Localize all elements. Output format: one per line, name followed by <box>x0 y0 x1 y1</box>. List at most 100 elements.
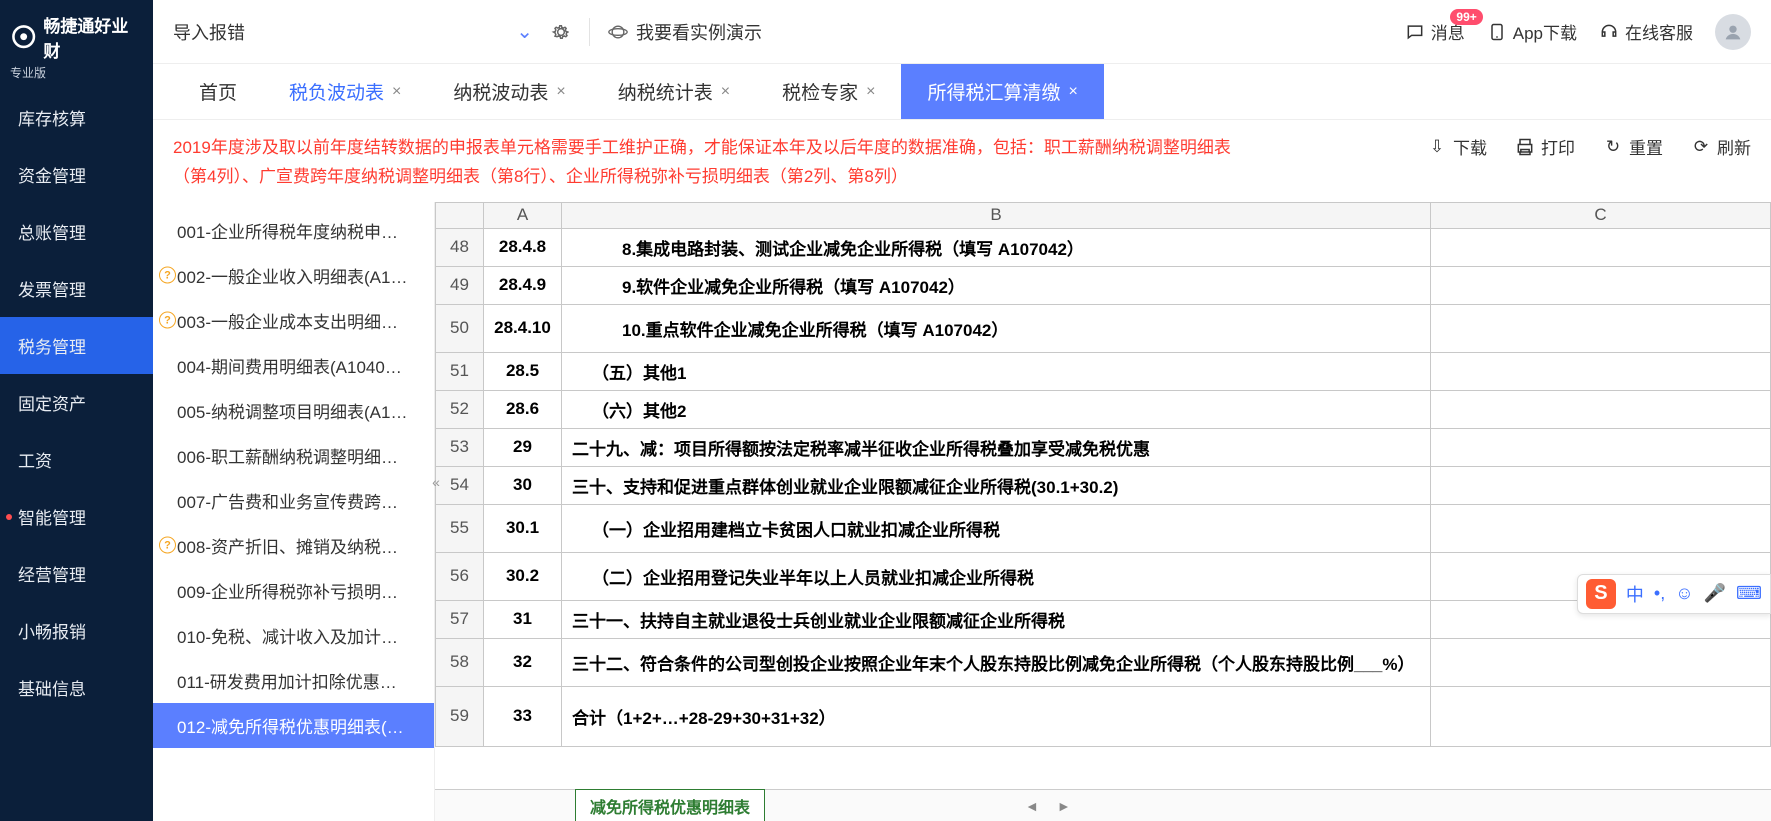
row-header[interactable]: 51 <box>436 352 484 390</box>
ime-keyboard-icon[interactable]: ⌨ <box>1736 583 1762 604</box>
sidebar-item[interactable]: 固定资产 <box>0 374 153 431</box>
ime-lang[interactable]: 中 <box>1626 581 1644 607</box>
row-header[interactable]: 55 <box>436 504 484 552</box>
cell[interactable]: 30.1 <box>484 504 562 552</box>
tree-item[interactable]: 008-资产折旧、摊销及纳税… <box>153 523 434 568</box>
page-tab[interactable]: 所得税汇算清缴× <box>901 64 1103 119</box>
sidebar-item[interactable]: 工资 <box>0 431 153 488</box>
cell[interactable]: 三十、支持和促进重点群体创业就业企业限额减征企业所得税(30.1+30.2) <box>562 466 1431 504</box>
cell[interactable]: 8.集成电路封装、测试企业减免企业所得税（填写 A107042） <box>562 228 1431 266</box>
app-download-button[interactable]: App下载 <box>1487 19 1577 44</box>
sidebar-item[interactable]: 库存核算 <box>0 89 153 146</box>
row-header[interactable]: 52 <box>436 390 484 428</box>
row-header[interactable]: 50 <box>436 304 484 352</box>
cell[interactable]: 10.重点软件企业减免企业所得税（填写 A107042） <box>562 304 1431 352</box>
ime-mic-icon[interactable]: 🎤 <box>1704 583 1726 604</box>
row-header[interactable]: 49 <box>436 266 484 304</box>
row-header[interactable]: 57 <box>436 600 484 638</box>
cell[interactable]: 9.软件企业减免企业所得税（填写 A107042） <box>562 266 1431 304</box>
sidebar-item[interactable]: 总账管理 <box>0 203 153 260</box>
tree-item[interactable]: 010-免税、减计收入及加计… <box>153 613 434 658</box>
cell[interactable]: 28.5 <box>484 352 562 390</box>
demo-link[interactable]: 我要看实例演示 <box>608 19 762 45</box>
cell[interactable]: 30 <box>484 466 562 504</box>
cell[interactable]: 二十九、减：项目所得额按法定税率减半征收企业所得税叠加享受减免税优惠 <box>562 428 1431 466</box>
col-header-c[interactable]: C <box>1431 202 1771 228</box>
avatar[interactable] <box>1715 14 1751 50</box>
messages-button[interactable]: 消息 99+ <box>1405 19 1465 44</box>
tree-item[interactable]: 001-企业所得税年度纳税申… <box>153 208 434 253</box>
tree-item[interactable]: 012-减免所得税优惠明细表(… <box>153 703 434 748</box>
row-header[interactable]: 48 <box>436 228 484 266</box>
col-header-a[interactable]: A <box>484 202 562 228</box>
cell[interactable]: （二）企业招用登记失业半年以上人员就业扣减企业所得税 <box>562 552 1431 600</box>
cell[interactable]: （五）其他1 <box>562 352 1431 390</box>
row-header[interactable]: 56 <box>436 552 484 600</box>
sidebar-item[interactable]: 发票管理 <box>0 260 153 317</box>
ime-toolbar[interactable]: S 中 •, ☺ 🎤 ⌨ <box>1577 574 1771 614</box>
page-tab[interactable]: 税检专家× <box>756 64 901 119</box>
close-icon[interactable]: × <box>392 83 401 101</box>
print-button[interactable]: 打印 <box>1515 134 1575 159</box>
row-header[interactable]: 58 <box>436 638 484 686</box>
cell[interactable]: 32 <box>484 638 562 686</box>
sidebar-item[interactable]: 税务管理 <box>0 317 153 374</box>
cell[interactable]: （一）企业招用建档立卡贫困人口就业扣减企业所得税 <box>562 504 1431 552</box>
cell[interactable]: 30.2 <box>484 552 562 600</box>
tree-item[interactable]: 007-广告费和业务宣传费跨… <box>153 478 434 523</box>
cell[interactable]: （六）其他2 <box>562 390 1431 428</box>
sheet-tab[interactable]: 减免所得税优惠明细表 <box>575 789 765 821</box>
cell[interactable]: 28.4.9 <box>484 266 562 304</box>
reset-button[interactable]: ↻ 重置 <box>1603 134 1663 159</box>
cell[interactable] <box>1431 428 1771 466</box>
cell[interactable]: 33 <box>484 686 562 746</box>
cell[interactable] <box>1431 266 1771 304</box>
collapse-handle-icon[interactable]: « <box>429 462 443 502</box>
close-icon[interactable]: × <box>866 83 875 101</box>
page-tab[interactable]: 纳税波动表× <box>427 64 591 119</box>
tree-item[interactable]: 003-一般企业成本支出明细… <box>153 298 434 343</box>
cell[interactable]: 28.6 <box>484 390 562 428</box>
sheet-nav-prev-icon[interactable]: ◄ <box>1025 798 1039 814</box>
page-tab[interactable]: 首页 <box>173 64 263 119</box>
row-header[interactable]: 59 <box>436 686 484 746</box>
cell[interactable]: 合计（1+2+…+28-29+30+31+32） <box>562 686 1431 746</box>
tree-item[interactable]: 002-一般企业收入明细表(A1… <box>153 253 434 298</box>
cell[interactable]: 三十一、扶持自主就业退役士兵创业就业企业限额减征企业所得税 <box>562 600 1431 638</box>
select-all-corner[interactable] <box>436 202 484 228</box>
cell[interactable] <box>1431 304 1771 352</box>
sidebar-item[interactable]: 基础信息 <box>0 659 153 716</box>
close-icon[interactable]: × <box>556 83 565 101</box>
sidebar-item[interactable]: 智能管理 <box>0 488 153 545</box>
sidebar-item[interactable]: 经营管理 <box>0 545 153 602</box>
page-tab[interactable]: 税负波动表× <box>263 64 427 119</box>
close-icon[interactable]: × <box>1068 83 1077 101</box>
cell[interactable] <box>1431 638 1771 686</box>
ime-punct-icon[interactable]: •, <box>1654 583 1665 604</box>
cell[interactable]: 三十二、符合条件的公司型创投企业按照企业年末个人股东持股比例减免企业所得税（个人… <box>562 638 1431 686</box>
cell[interactable]: 31 <box>484 600 562 638</box>
cell[interactable] <box>1431 390 1771 428</box>
cell[interactable] <box>1431 504 1771 552</box>
cell[interactable] <box>1431 228 1771 266</box>
sheet-nav-next-icon[interactable]: ► <box>1057 798 1071 814</box>
import-error-dropdown[interactable]: 导入报错 ⌄ <box>173 19 533 45</box>
cell[interactable] <box>1431 686 1771 746</box>
page-tab[interactable]: 纳税统计表× <box>592 64 756 119</box>
gear-icon[interactable] <box>551 22 571 42</box>
refresh-button[interactable]: ⟳ 刷新 <box>1691 134 1751 159</box>
tree-item[interactable]: 004-期间费用明细表(A1040… <box>153 343 434 388</box>
close-icon[interactable]: × <box>721 83 730 101</box>
tree-item[interactable]: 011-研发费用加计扣除优惠… <box>153 658 434 703</box>
tree-item[interactable]: 009-企业所得税弥补亏损明… <box>153 568 434 613</box>
online-service-button[interactable]: 在线客服 <box>1599 19 1693 44</box>
cell[interactable] <box>1431 352 1771 390</box>
tree-item[interactable]: 005-纳税调整项目明细表(A1… <box>153 388 434 433</box>
sidebar-item[interactable]: 资金管理 <box>0 146 153 203</box>
ime-emoji-icon[interactable]: ☺ <box>1675 583 1693 604</box>
sidebar-item[interactable]: 小畅报销 <box>0 602 153 659</box>
cell[interactable]: 28.4.10 <box>484 304 562 352</box>
col-header-b[interactable]: B <box>562 202 1431 228</box>
cell[interactable]: 29 <box>484 428 562 466</box>
download-button[interactable]: ⇩ 下载 <box>1427 134 1487 159</box>
